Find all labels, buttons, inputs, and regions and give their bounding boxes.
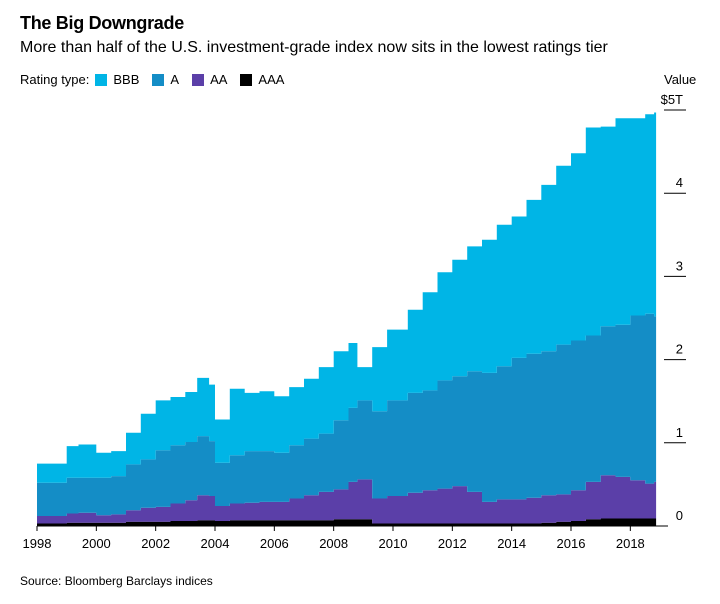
source-note: Source: Bloomberg Barclays indices bbox=[20, 574, 213, 588]
y-tick-label: 2 bbox=[676, 342, 683, 357]
area-aa bbox=[37, 475, 657, 524]
legend-text-aa: AA bbox=[210, 72, 228, 87]
stacked-areas bbox=[37, 112, 657, 526]
y-tick-label: 3 bbox=[676, 258, 683, 273]
x-tick-label: 2004 bbox=[201, 536, 230, 551]
x-tick-label: 2014 bbox=[497, 536, 526, 551]
area-a bbox=[37, 313, 657, 516]
x-tick-label: 1998 bbox=[23, 536, 52, 551]
legend-swatch-a bbox=[152, 73, 165, 86]
legend-swatch-bbb bbox=[95, 73, 108, 86]
legend-label: Rating type: bbox=[20, 72, 90, 87]
area-bbb bbox=[37, 112, 657, 483]
legend-swatch-aa bbox=[192, 73, 205, 86]
x-tick-label: 2002 bbox=[141, 536, 170, 551]
x-tick-label: 2018 bbox=[616, 536, 645, 551]
x-tick-label: 2006 bbox=[260, 536, 289, 551]
x-tick-label: 2016 bbox=[557, 536, 586, 551]
y-tick-label: 4 bbox=[676, 175, 683, 190]
y-tick-label: 0 bbox=[676, 508, 683, 523]
x-tick-label: 2008 bbox=[319, 536, 348, 551]
x-tick-label: 2010 bbox=[379, 536, 408, 551]
value-axis-label: Value bbox=[664, 72, 697, 87]
y-axis: 0 1 2 3 4 $5T bbox=[661, 92, 686, 523]
legend-text-aaa: AAA bbox=[258, 72, 285, 87]
legend: Rating type: BBB A AA AAA bbox=[20, 72, 297, 87]
legend-text-bbb: BBB bbox=[113, 72, 140, 87]
legend-item-aaa: AAA bbox=[240, 72, 284, 87]
chart-title: The Big Downgrade bbox=[20, 13, 184, 33]
chart-subtitle: More than half of the U.S. investment-gr… bbox=[20, 39, 608, 56]
x-tick-label: 2012 bbox=[438, 536, 467, 551]
legend-swatch-aaa bbox=[240, 73, 253, 86]
legend-item-a: A bbox=[152, 72, 179, 87]
x-axis: 1998 2000 2002 2004 2006 2008 2010 2012 2014 2016… bbox=[23, 525, 668, 551]
y-tick-label: 1 bbox=[676, 425, 683, 440]
legend-text-a: A bbox=[170, 72, 180, 87]
legend-item-bbb: BBB bbox=[95, 72, 139, 87]
legend-item-aa: AA bbox=[192, 72, 227, 87]
x-tick-label: 2000 bbox=[82, 536, 111, 551]
y-tick-label: $5T bbox=[661, 92, 683, 107]
area-aaa bbox=[37, 518, 657, 526]
